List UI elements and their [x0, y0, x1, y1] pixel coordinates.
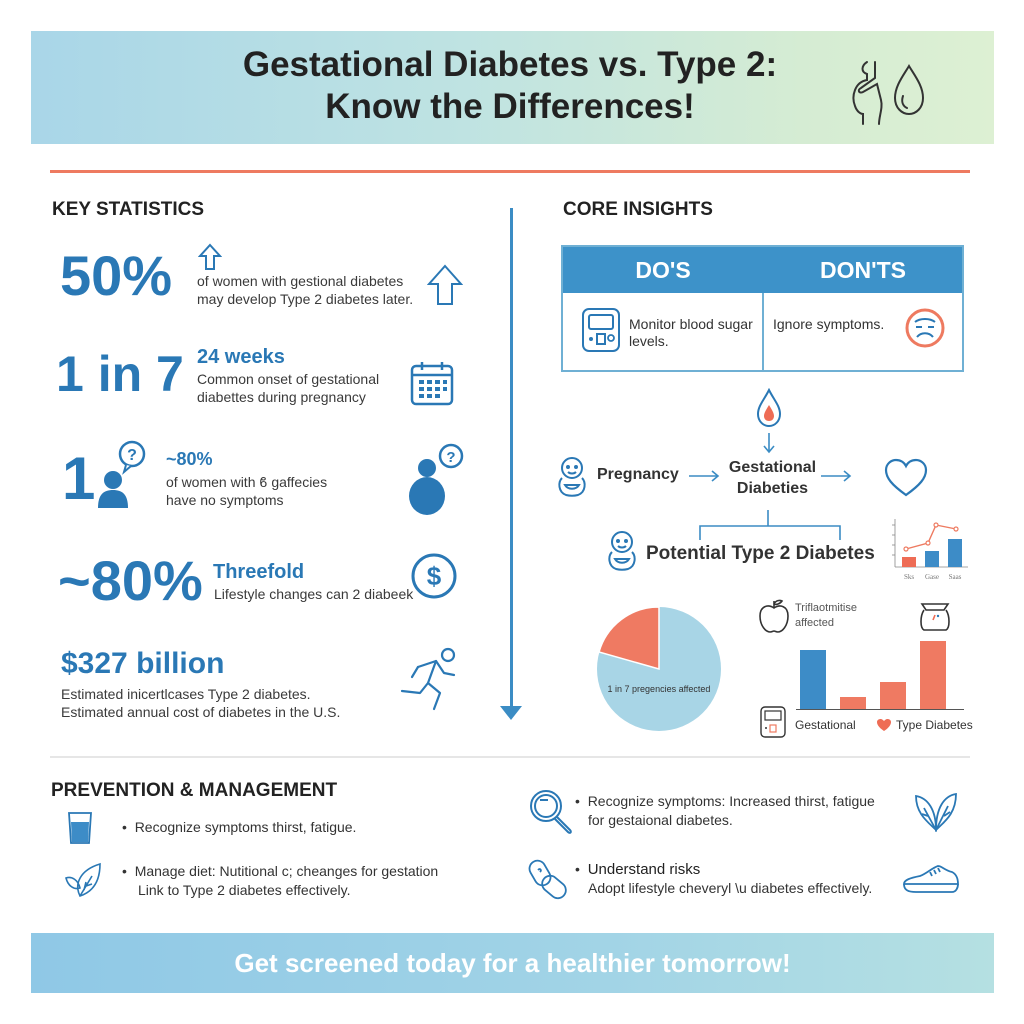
person-icon: ? [409, 443, 464, 515]
pill-icon [528, 859, 567, 900]
arrow-up-icon [427, 264, 463, 305]
core-insights-title: CORE INSIGHTS [563, 199, 713, 220]
stat-1-in-7: 1 in 7 [56, 346, 184, 402]
prevention-left-item-2: • Manage diet: Nutitional ϲ; cheanges fo… [122, 863, 439, 898]
calendar-icon [410, 362, 454, 406]
svg-text:Sks: Sks [904, 573, 914, 581]
svg-text:Gase: Gase [925, 573, 939, 581]
do-item-text: Monitor blood sugar levels. [629, 316, 753, 349]
arrow-up-small-icon [198, 243, 222, 270]
flow-branch-connector [699, 510, 841, 540]
section-divider [50, 756, 970, 758]
svg-text:Saas: Saas [949, 573, 962, 581]
stat-24-weeks: 24 weeks [197, 346, 285, 368]
dos-header: DO'S [635, 257, 691, 283]
stat-5-text: Estimated inicertlcases Type 2 diabetes.… [61, 686, 341, 720]
person-question-icon: ? [98, 440, 146, 508]
bar-axis [796, 709, 964, 710]
arrow-down-icon [500, 706, 522, 720]
flow-potential-type-2: Potential Type 2 Diabetes [646, 543, 875, 564]
footer-cta: Get screened today for a healthier tomor… [234, 948, 791, 978]
magnifier-icon [530, 790, 572, 834]
stat-2-text: Common onset of gestational diabettes du… [197, 371, 380, 405]
section-divider-arrow [510, 208, 513, 708]
heart-legend-icon [877, 719, 891, 731]
svg-text:?: ? [446, 449, 455, 466]
stat-80-percent-sub: ~80% [166, 449, 213, 469]
bar-chart [796, 620, 972, 710]
title-line-2: Know the Differences! [325, 87, 695, 126]
stat-327-billion: $327 billion [61, 647, 225, 680]
heart-icon [884, 458, 928, 497]
apple-icon [759, 599, 789, 633]
sad-face-icon [905, 308, 945, 348]
svg-text:?: ? [127, 447, 137, 464]
page-title: Gestational Diabetes vs. Type 2: Know th… [150, 44, 870, 128]
dont-item-text: Ignore symptoms. [773, 316, 885, 332]
stat-threefold: Threefold [213, 561, 305, 583]
pie-label: 1 in 7 pregencies affected [607, 684, 711, 694]
dollar-icon: $ [411, 553, 457, 599]
bar-chart-caption: Triflaotmitise affected [795, 602, 857, 629]
svg-text:$: $ [427, 561, 442, 591]
running-person-icon [400, 647, 456, 711]
glucose-monitor-small-icon [760, 706, 786, 738]
dos-donts-table [561, 245, 964, 372]
key-statistics-title: KEY STATISTICS [52, 199, 205, 220]
pie-chart [597, 606, 721, 731]
mini-trend-chart: Sks Gase Saas [892, 519, 968, 581]
prevention-right-item-2: • Understand risks Adopt lifestyle cheve… [575, 861, 873, 896]
bar-gestational [800, 650, 826, 709]
glucose-monitor-icon [582, 308, 620, 352]
stat-1-big: 1 [62, 445, 96, 512]
donts-header: DON'TS [820, 257, 906, 283]
stat-80-percent: ~80% [58, 549, 203, 612]
leaves-icon [915, 792, 957, 832]
pregnant-woman-and-blood-drop-icon [852, 61, 925, 125]
flow-gestational-diabetes: Gestational Diabeties [728, 459, 817, 497]
bar-type-diabetes [920, 641, 946, 709]
bar-2 [840, 697, 866, 709]
stat-1-text: of women with gestional diabetes may dev… [197, 273, 414, 307]
sneaker-icon [903, 865, 959, 893]
blood-drop-icon [756, 388, 782, 428]
legend-gestational: Gestational [795, 718, 856, 732]
prevention-left-item-1: • Recognize symptoms thirst, fatigue. [122, 819, 357, 835]
flow-arrow-down-icon [763, 433, 775, 454]
stat-4-text: Lifestyle changes can 2 diabeek [214, 586, 414, 602]
stat-3-text: of women with ϐ gaffecies have no sympto… [166, 474, 328, 508]
dos-donts-header [563, 247, 962, 293]
footer-banner [31, 933, 994, 993]
leaf-icon [65, 862, 101, 897]
stat-50-percent: 50% [60, 244, 173, 307]
baby-icon [558, 457, 586, 497]
flow-arrow-right-icon [689, 470, 720, 482]
baby-2-icon [608, 531, 636, 571]
bar-3 [880, 682, 906, 709]
title-line-1: Gestational Diabetes vs. Type 2: [242, 45, 778, 84]
water-glass-icon [68, 812, 92, 844]
prevention-right-item-1: • Recognize symptoms: Increased thirst, … [575, 793, 875, 828]
table-column-divider [762, 293, 764, 370]
prevention-title: PREVENTION & MANAGEMENT [51, 780, 338, 801]
header-divider [50, 170, 970, 173]
flow-arrow-right-2-icon [821, 470, 852, 482]
legend-type-diabetes: Type Diabetes [896, 718, 973, 732]
flow-pregnancy: Pregnancy [597, 466, 679, 483]
scale-icon [920, 603, 950, 631]
header-banner [31, 31, 994, 144]
